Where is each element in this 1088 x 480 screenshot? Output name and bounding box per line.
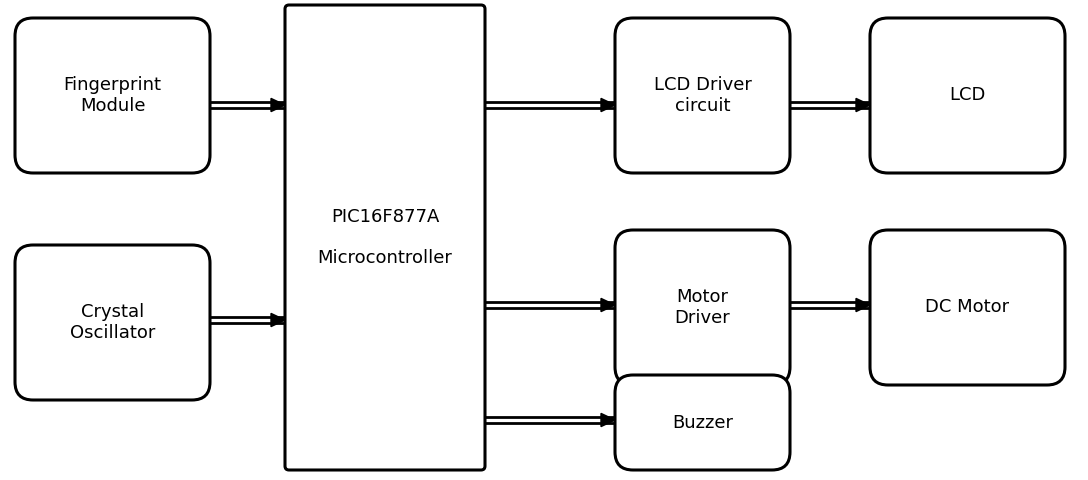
Text: LCD: LCD <box>950 86 986 105</box>
Polygon shape <box>271 98 285 112</box>
Text: PIC16F877A

Microcontroller: PIC16F877A Microcontroller <box>318 208 453 267</box>
Polygon shape <box>856 299 870 312</box>
FancyBboxPatch shape <box>615 18 790 173</box>
Text: LCD Driver
circuit: LCD Driver circuit <box>654 76 752 115</box>
FancyBboxPatch shape <box>615 375 790 470</box>
Text: Motor
Driver: Motor Driver <box>675 288 730 327</box>
Polygon shape <box>271 313 285 326</box>
Polygon shape <box>601 98 615 112</box>
FancyBboxPatch shape <box>615 230 790 385</box>
FancyBboxPatch shape <box>870 18 1065 173</box>
Text: Crystal
Oscillator: Crystal Oscillator <box>70 303 156 342</box>
Text: Buzzer: Buzzer <box>672 413 733 432</box>
Text: Fingerprint
Module: Fingerprint Module <box>63 76 161 115</box>
Polygon shape <box>601 413 615 427</box>
Polygon shape <box>856 98 870 112</box>
FancyBboxPatch shape <box>15 18 210 173</box>
Text: DC Motor: DC Motor <box>926 299 1010 316</box>
FancyBboxPatch shape <box>285 5 485 470</box>
FancyBboxPatch shape <box>870 230 1065 385</box>
FancyBboxPatch shape <box>15 245 210 400</box>
Polygon shape <box>601 299 615 312</box>
